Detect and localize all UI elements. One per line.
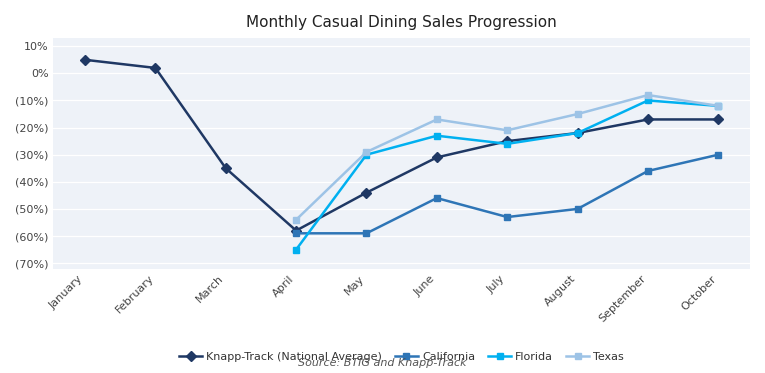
Texas bbox=[432, 117, 441, 122]
Line: Texas: Texas bbox=[293, 92, 722, 223]
California bbox=[432, 196, 441, 200]
Line: California: California bbox=[293, 151, 722, 237]
Florida bbox=[362, 153, 371, 157]
Knapp-Track (National Average) bbox=[221, 166, 230, 170]
Knapp-Track (National Average) bbox=[80, 57, 90, 62]
Legend: Knapp-Track (National Average), California, Florida, Texas: Knapp-Track (National Average), Californ… bbox=[175, 348, 628, 367]
Texas bbox=[714, 104, 723, 108]
Florida bbox=[714, 104, 723, 108]
Knapp-Track (National Average) bbox=[432, 155, 441, 160]
Knapp-Track (National Average) bbox=[503, 139, 512, 143]
California bbox=[573, 207, 582, 211]
Texas bbox=[291, 217, 301, 222]
California bbox=[714, 153, 723, 157]
Texas bbox=[503, 128, 512, 132]
Florida bbox=[573, 131, 582, 135]
Texas bbox=[643, 93, 653, 97]
Line: Knapp-Track (National Average): Knapp-Track (National Average) bbox=[82, 56, 722, 234]
Florida bbox=[432, 134, 441, 138]
Knapp-Track (National Average) bbox=[151, 66, 160, 70]
Text: Source: BTIG and Knapp-Track: Source: BTIG and Knapp-Track bbox=[298, 358, 467, 367]
Florida bbox=[291, 247, 301, 252]
Florida bbox=[503, 142, 512, 146]
Line: Florida: Florida bbox=[293, 97, 722, 253]
Knapp-Track (National Average) bbox=[643, 117, 653, 122]
California bbox=[643, 169, 653, 173]
California bbox=[291, 231, 301, 236]
Knapp-Track (National Average) bbox=[714, 117, 723, 122]
Knapp-Track (National Average) bbox=[362, 190, 371, 195]
Knapp-Track (National Average) bbox=[573, 131, 582, 135]
Texas bbox=[573, 112, 582, 116]
Title: Monthly Casual Dining Sales Progression: Monthly Casual Dining Sales Progression bbox=[246, 15, 557, 30]
Florida bbox=[643, 98, 653, 103]
Texas bbox=[362, 150, 371, 154]
Knapp-Track (National Average) bbox=[291, 228, 301, 233]
California bbox=[503, 215, 512, 219]
California bbox=[362, 231, 371, 236]
